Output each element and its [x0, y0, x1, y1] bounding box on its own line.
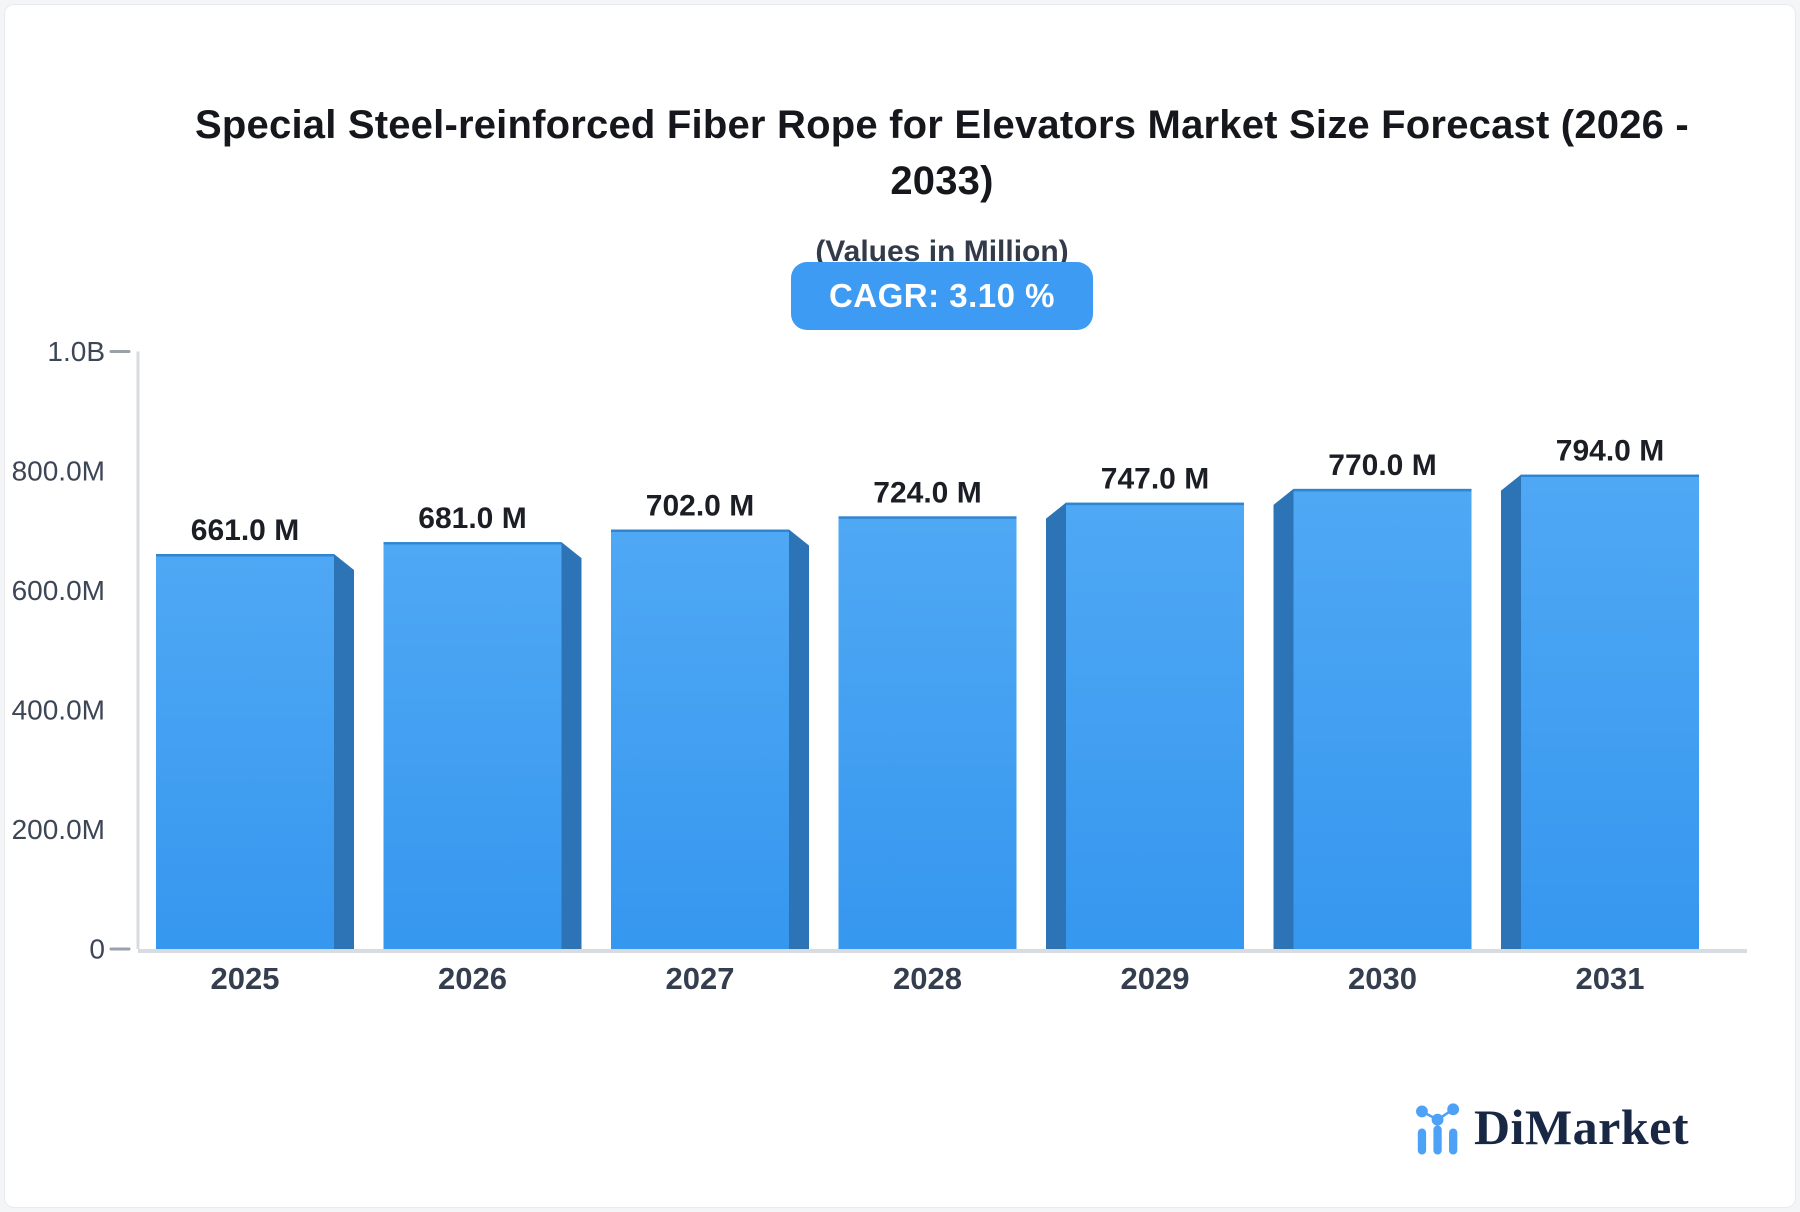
logo-icon [1415, 1103, 1460, 1155]
bar-face [156, 554, 334, 949]
bar-face [1066, 502, 1244, 949]
x-axis-label: 2028 [893, 961, 962, 996]
x-axis-label: 2029 [1121, 961, 1190, 996]
y-axis-label: 200.0M [12, 814, 105, 845]
x-axis-label: 2026 [438, 961, 507, 996]
bar-group-2030: 770.0 M 2030 [1273, 449, 1472, 996]
badge-row: CAGR: 3.10 % [137, 262, 1747, 330]
bar-face [383, 542, 562, 949]
bar-group-2027: 702.0 M 2027 [611, 490, 809, 996]
bar-value-label: 702.0 M [646, 490, 754, 523]
x-axis-label: 2030 [1348, 961, 1417, 996]
y-axis-label: 600.0M [12, 575, 105, 606]
page-title-line2: 2033) [890, 159, 994, 203]
bar-face [1521, 474, 1699, 949]
y-axis-label: 400.0M [12, 695, 105, 726]
bar-value-label: 747.0 M [1101, 463, 1209, 496]
y-axis-label: 0 [89, 934, 105, 965]
bar-group-2028: 724.0 M 2028 [838, 476, 1017, 996]
bar-group-2025: 661.0 M 2025 [156, 514, 354, 996]
page-title: Special Steel-reinforced Fiber Rope for … [137, 97, 1747, 209]
bar-group-2031: 794.0 M 2031 [1501, 435, 1699, 996]
logo-text: DiMarket [1473, 1099, 1689, 1155]
x-axis-label: 2031 [1576, 961, 1645, 996]
bar-face [611, 529, 789, 949]
bar-value-label: 661.0 M [191, 514, 299, 547]
page-title-line1: Special Steel-reinforced Fiber Rope for … [195, 103, 1689, 147]
y-axis-label: 1.0B [47, 336, 105, 367]
bar-chart: 0 200.0M 400.0M 600.0M 800.0M 1.0B 661.0 M 2025… [12, 336, 1747, 996]
bar-value-label: 794.0 M [1556, 435, 1664, 468]
cagr-badge: CAGR: 3.10 % [790, 262, 1094, 330]
bar-face [838, 516, 1017, 949]
bar-face [1293, 488, 1472, 949]
bar-value-label: 681.0 M [418, 502, 526, 535]
bar-group-2026: 681.0 M 2026 [383, 502, 582, 996]
chart-card: Special Steel-reinforced Fiber Rope for … [4, 4, 1796, 1208]
bar-value-label: 724.0 M [873, 476, 981, 509]
y-axis-label: 800.0M [12, 456, 105, 487]
bar-value-label: 770.0 M [1328, 449, 1436, 482]
brand-logo: DiMarket [1410, 1093, 1689, 1161]
x-axis-label: 2027 [666, 961, 735, 996]
bar-group-2029: 747.0 M 2029 [1046, 463, 1244, 996]
x-axis-label: 2025 [211, 961, 280, 996]
